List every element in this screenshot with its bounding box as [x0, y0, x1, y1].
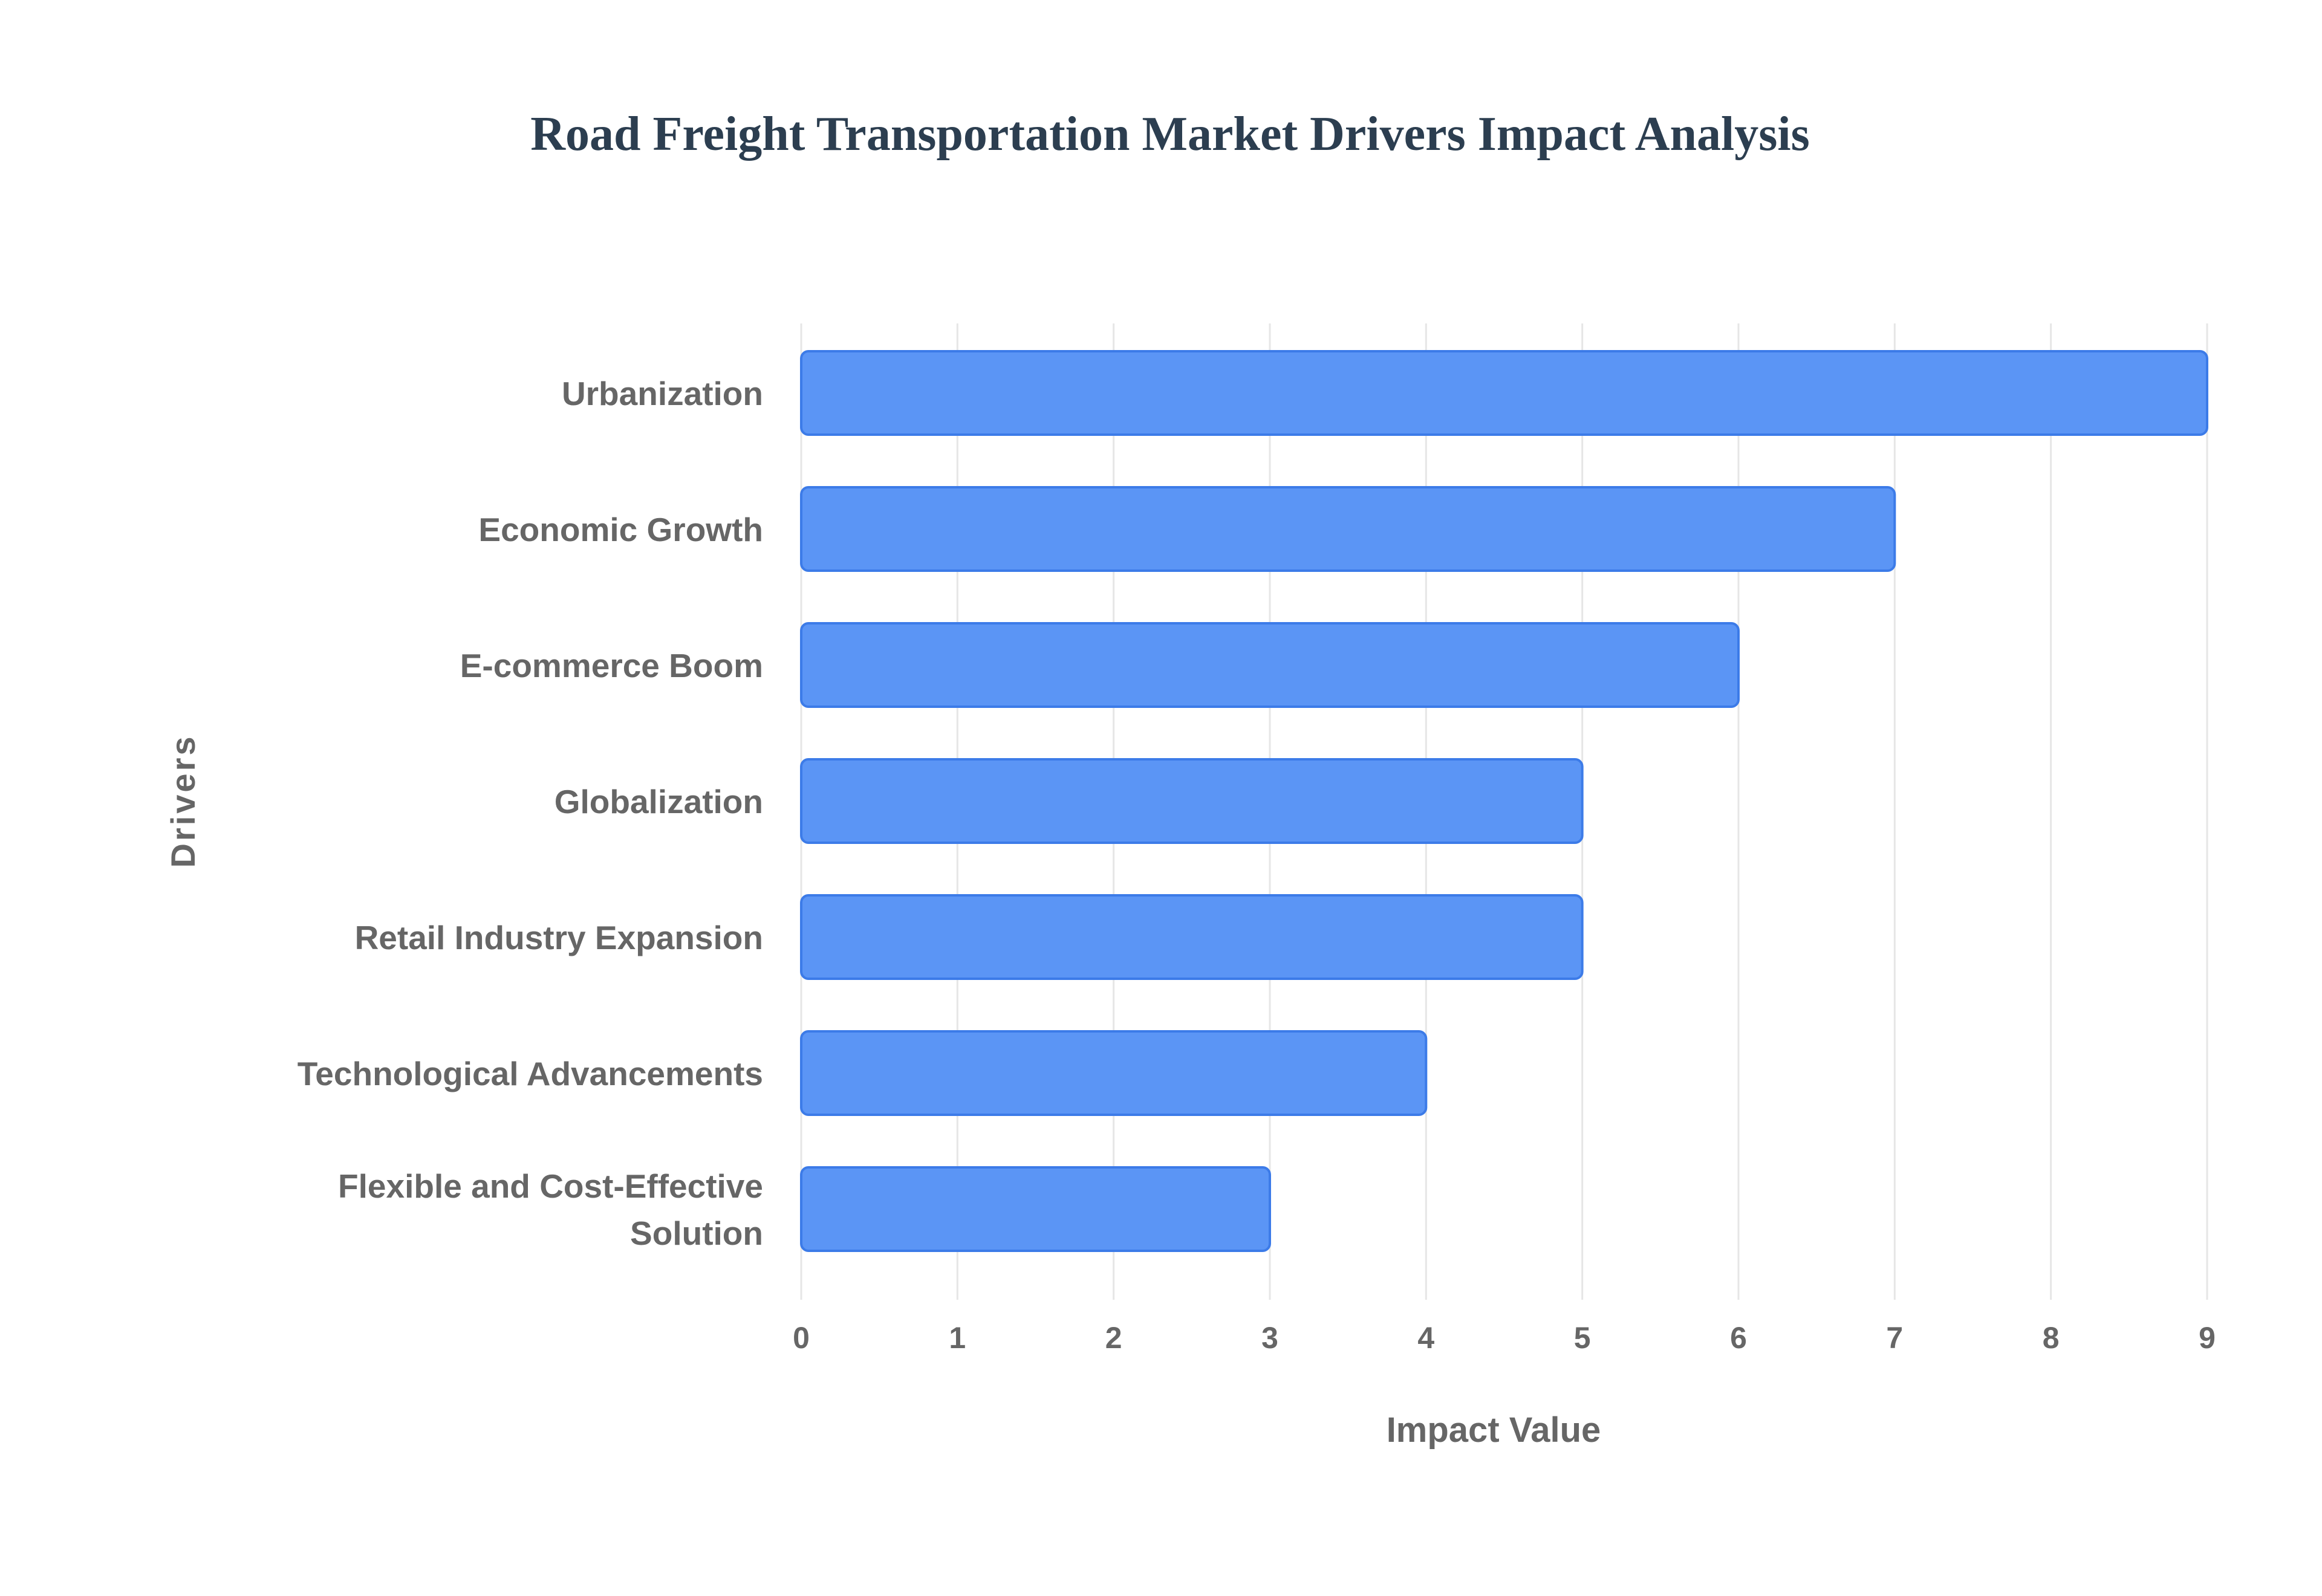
category-labels: Urbanization Economic Growth E-commerce Bo…	[298, 375, 763, 1252]
category-label: E-commerce Boom	[460, 647, 763, 684]
bar-globalization	[800, 758, 1584, 844]
chart-title: Road Freight Transportation Market Drive…	[530, 108, 1809, 161]
x-tick-label: 7	[1886, 1321, 1903, 1355]
x-axis-label: Impact Value	[1387, 1410, 1601, 1450]
bar-retail-industry-expansion	[800, 894, 1584, 980]
category-label: Retail Industry Expansion	[355, 919, 763, 956]
category-label: Globalization	[554, 783, 763, 820]
y-axis-label: Drivers	[164, 734, 202, 868]
x-tick-label: 6	[1730, 1321, 1747, 1355]
bar-urbanization	[800, 350, 2208, 436]
x-tick-label: 0	[793, 1321, 810, 1355]
bar-technological-advancements	[800, 1030, 1428, 1116]
category-label: Flexible and Cost-Effective	[338, 1167, 763, 1205]
x-tick-label: 1	[949, 1321, 966, 1355]
bar-economic-growth	[800, 486, 1896, 572]
x-tick-label: 4	[1417, 1321, 1434, 1355]
bars	[800, 350, 2208, 1252]
x-axis-ticks: 0 1 2 3 4 5 6 7 8 9	[793, 1288, 2216, 1355]
x-tick-label: 3	[1261, 1321, 1278, 1355]
x-tick-label: 2	[1105, 1321, 1122, 1355]
category-label: Solution	[630, 1215, 763, 1252]
bar-flexible-and-cost-effective-solution	[800, 1166, 1271, 1252]
x-tick-label: 5	[1574, 1321, 1591, 1355]
category-label: Urbanization	[562, 375, 763, 412]
category-label: Economic Growth	[478, 511, 763, 548]
category-label: Technological Advancements	[298, 1055, 763, 1092]
x-tick-label: 8	[2043, 1321, 2060, 1355]
x-tick-label: 9	[2199, 1321, 2216, 1355]
bar-e-commerce-boom	[800, 622, 1740, 708]
